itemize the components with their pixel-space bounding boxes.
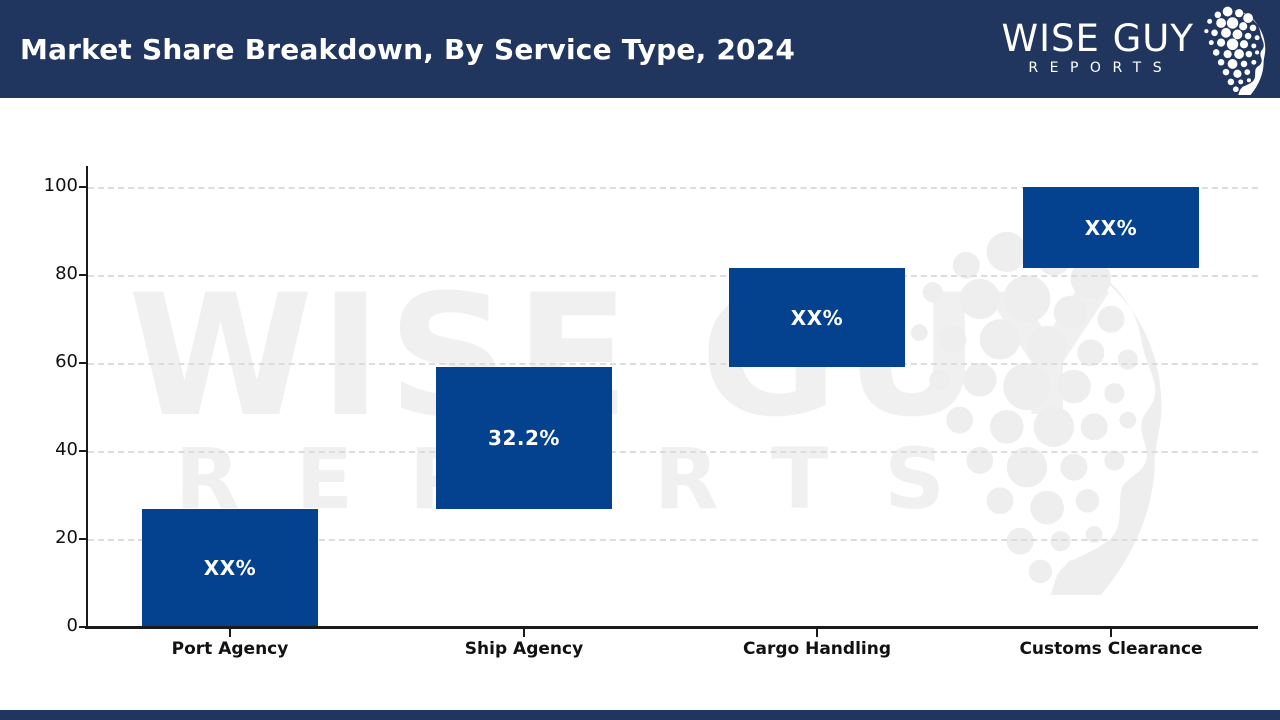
bar-value-label: 32.2% <box>488 426 560 451</box>
gridline-20 <box>88 539 1258 541</box>
page-title: Market Share Breakdown, By Service Type,… <box>20 32 796 66</box>
x-tick-1 <box>229 629 231 637</box>
y-tick-40 <box>79 450 87 452</box>
y-tick-60 <box>79 362 87 364</box>
x-category-label-port-agency: Port Agency <box>171 639 289 659</box>
y-tick-label-20: 20 <box>55 527 78 548</box>
waterfall-chart: 0 20 40 60 80 100 XX% 32.2% XX% XX% Port Agency S… <box>0 98 1280 710</box>
footer-bar <box>0 710 1280 720</box>
gridline-60 <box>88 363 1258 365</box>
y-tick-80 <box>79 274 87 276</box>
bar-value-label: XX% <box>1084 215 1138 240</box>
x-category-label-cargo-handling: Cargo Handling <box>743 639 891 659</box>
y-axis-line <box>86 166 88 628</box>
gridline-100 <box>88 187 1258 189</box>
bar-cargo-handling: XX% <box>729 268 905 368</box>
y-tick-label-60: 60 <box>55 351 78 372</box>
y-tick-100 <box>79 186 87 188</box>
x-category-label-customs-clearance: Customs Clearance <box>1019 639 1203 659</box>
bar-port-agency: XX% <box>142 509 318 627</box>
logo-wordmark: WISE GUY <box>1001 17 1194 60</box>
y-tick-label-40: 40 <box>55 439 78 460</box>
y-tick-20 <box>79 538 87 540</box>
logo-head-icon <box>1180 5 1272 95</box>
x-tick-3 <box>816 629 818 637</box>
x-axis-line <box>85 626 1258 629</box>
y-tick-label-100: 100 <box>43 175 78 196</box>
bar-ship-agency: 32.2% <box>436 367 612 510</box>
wise-guy-reports-logo: WISE GUY REPORTS <box>1002 0 1272 98</box>
x-tick-2 <box>523 629 525 637</box>
y-tick-label-0: 0 <box>66 615 78 636</box>
logo-subtext: REPORTS <box>1028 60 1174 76</box>
bar-value-label: XX% <box>203 556 257 581</box>
logo-text: WISE GUY REPORTS <box>1002 20 1194 76</box>
watermark-wordmark: WISE GUY <box>128 258 1115 454</box>
x-category-label-ship-agency: Ship Agency <box>464 639 584 659</box>
y-tick-label-80: 80 <box>55 263 78 284</box>
x-tick-4 <box>1110 629 1112 637</box>
bar-value-label: XX% <box>790 305 844 330</box>
header-bar: Market Share Breakdown, By Service Type,… <box>0 0 1280 98</box>
y-tick-0 <box>79 626 87 628</box>
gridline-40 <box>88 451 1258 453</box>
gridline-80 <box>88 275 1258 277</box>
bar-customs-clearance: XX% <box>1023 187 1199 269</box>
